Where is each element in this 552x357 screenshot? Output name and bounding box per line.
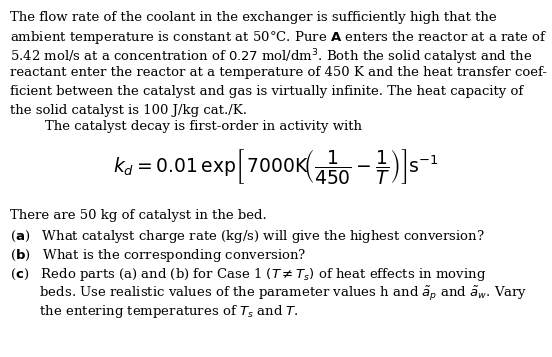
Text: The flow rate of the coolant in the exchanger is sufficiently high that the: The flow rate of the coolant in the exch… xyxy=(10,11,497,24)
Text: ($\mathbf{c}$)   Redo parts (a) and (b) for Case 1 $(T\neq T_s)$ of heat effects: ($\mathbf{c}$) Redo parts (a) and (b) fo… xyxy=(10,266,486,283)
Text: the entering temperatures of $T_s$ and $T$.: the entering temperatures of $T_s$ and $… xyxy=(10,303,299,320)
Text: the solid catalyst is 100 J/kg cat./K.: the solid catalyst is 100 J/kg cat./K. xyxy=(10,104,247,116)
Text: The catalyst decay is first-order in activity with: The catalyst decay is first-order in act… xyxy=(45,120,362,133)
Text: ($\mathbf{a}$)   What catalyst charge rate (kg/s) will give the highest conversi: ($\mathbf{a}$) What catalyst charge rate… xyxy=(10,228,485,246)
Text: beds. Use realistic values of the parameter values h and $\tilde{a}_p$ and $\til: beds. Use realistic values of the parame… xyxy=(10,284,527,303)
Text: ($\mathbf{b}$)   What is the corresponding conversion?: ($\mathbf{b}$) What is the corresponding… xyxy=(10,247,306,264)
Text: $k_d = 0.01 \, \exp\!\left[\, 7000\mathrm{K}\!\left(\dfrac{1}{450} - \dfrac{1}{T: $k_d = 0.01 \, \exp\!\left[\, 7000\mathr… xyxy=(113,146,439,186)
Text: ficient between the catalyst and gas is virtually infinite. The heat capacity of: ficient between the catalyst and gas is … xyxy=(10,85,523,98)
Text: ambient temperature is constant at 50°C. Pure $\mathbf{A}$ enters the reactor at: ambient temperature is constant at 50°C.… xyxy=(10,29,548,46)
Text: 5.42 mol/s at a concentration of $\mathit{0.27}$ mol/dm$^3$. Both the solid cata: 5.42 mol/s at a concentration of $\mathi… xyxy=(10,48,533,67)
Text: reactant enter the reactor at a temperature of 450 K and the heat transfer coef-: reactant enter the reactor at a temperat… xyxy=(10,66,547,79)
Text: There are 50 kg of catalyst in the bed.: There are 50 kg of catalyst in the bed. xyxy=(10,209,267,222)
